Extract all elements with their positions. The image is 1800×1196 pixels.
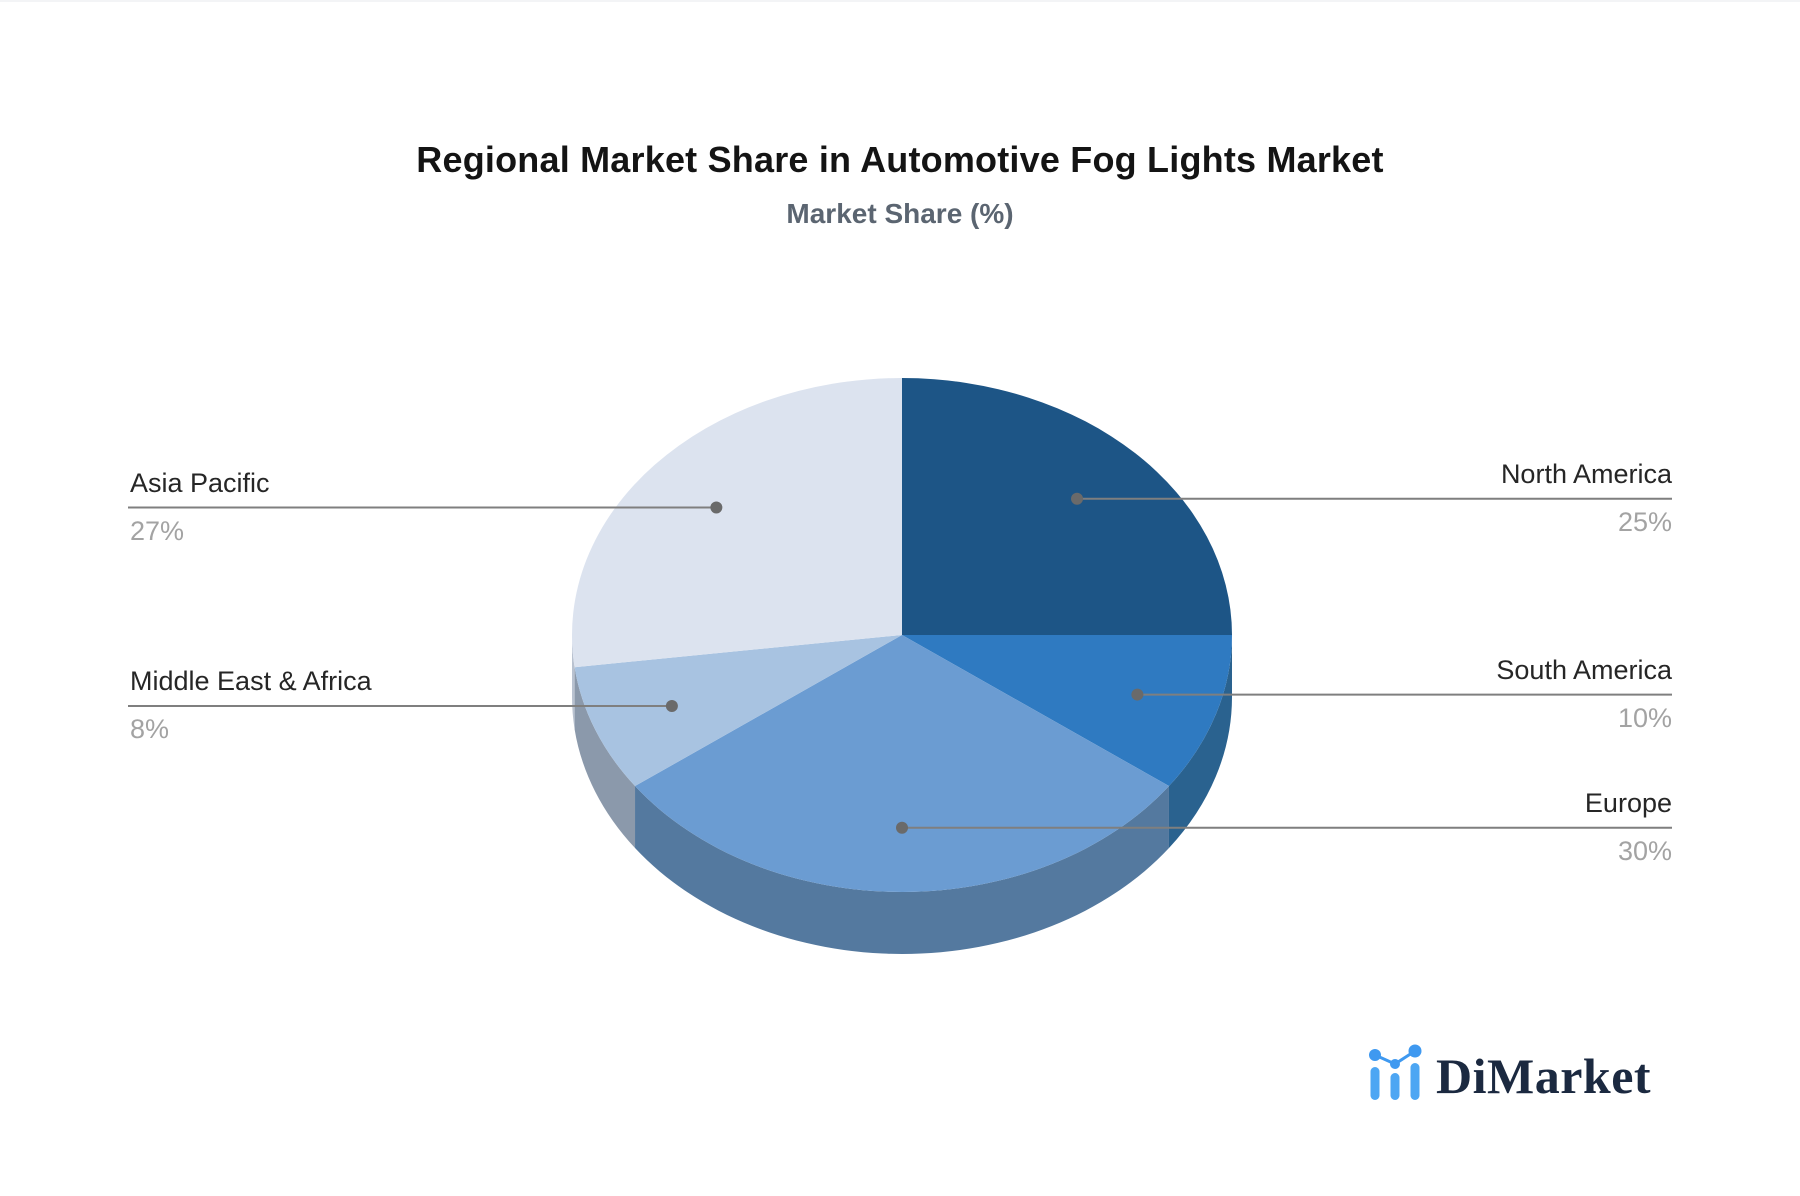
chart-subtitle: Market Share (%)	[786, 198, 1014, 229]
logo-text: DiMarket	[1436, 1048, 1652, 1104]
top-divider	[0, 0, 1800, 2]
chart-title: Regional Market Share in Automotive Fog …	[416, 139, 1384, 180]
pie-slice-middle-east-africa[interactable]	[574, 635, 902, 787]
slice-percent: 27%	[130, 515, 185, 546]
callout-middle-east-africa: Middle East & Africa 8%	[130, 662, 560, 748]
callout-dot-north-america	[1071, 492, 1084, 505]
trend-bars-logo-icon	[1369, 1044, 1422, 1100]
slice-percent: 30%	[1617, 835, 1672, 866]
callout-dot-middle-east-africa	[665, 699, 678, 712]
callout-dot-europe	[896, 821, 908, 834]
pie-slice-asia-pacific[interactable]	[572, 378, 902, 668]
callout-asia-pacific: Asia Pacific 27%	[130, 464, 560, 550]
slice-percent: 25%	[1617, 506, 1672, 537]
callout-south-america: South America 10%	[1242, 651, 1672, 737]
pie-slice-side-europe	[635, 786, 1169, 954]
slice-label: South America	[1496, 654, 1672, 685]
dimarket-logo: DiMarket	[1368, 1044, 1651, 1102]
slice-label: Middle East & Africa	[130, 665, 372, 696]
slice-label: Europe	[1584, 787, 1672, 818]
pie-slice-south-america[interactable]	[902, 635, 1232, 787]
callout-dot-asia-pacific	[710, 501, 723, 514]
callout-dot-south-america	[1131, 688, 1144, 701]
pie-slice-side-middle-east-africa	[574, 667, 636, 849]
slice-percent: 10%	[1617, 702, 1672, 733]
slice-percent: 8%	[130, 713, 170, 744]
slice-label: Asia Pacific	[130, 467, 270, 498]
slice-label: North America	[1500, 458, 1672, 489]
callout-north-america: North America 25%	[1242, 455, 1672, 541]
pie-slice-side-south-america	[1168, 635, 1232, 849]
pie-slice-north-america[interactable]	[902, 378, 1232, 635]
callout-europe: Europe 30%	[1242, 784, 1672, 870]
